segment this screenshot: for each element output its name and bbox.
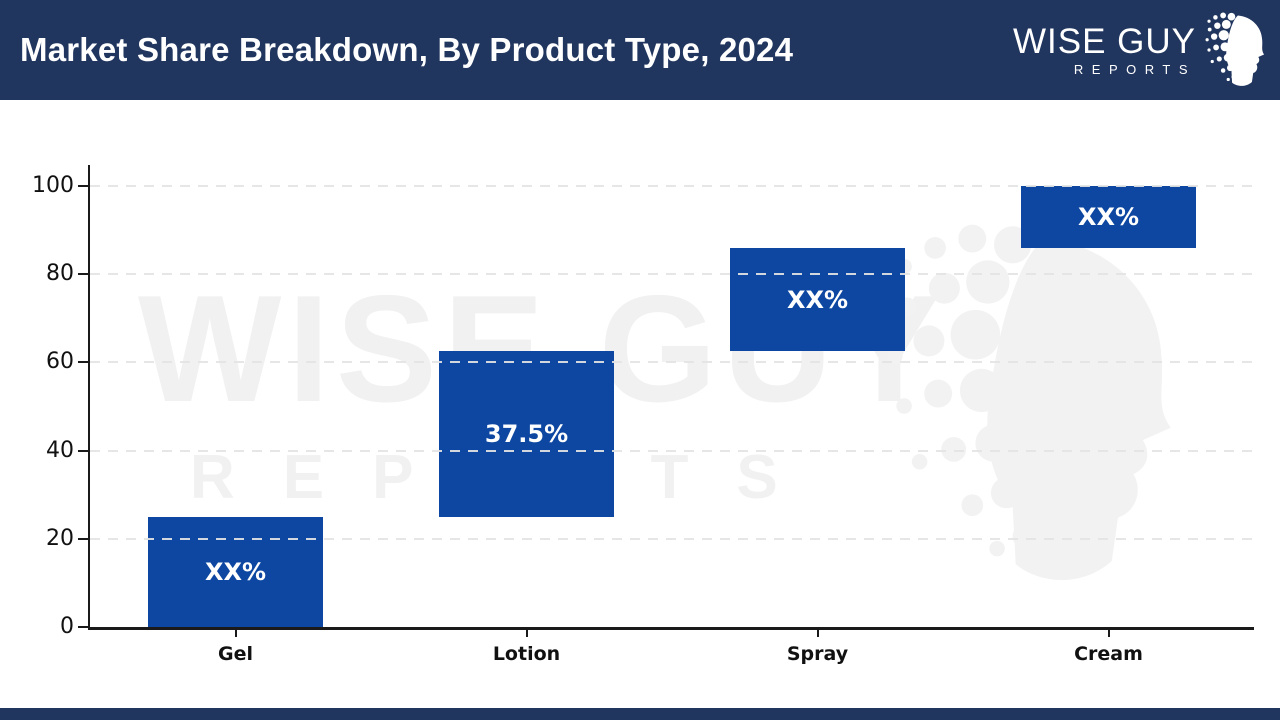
y-tick-label: 60	[46, 349, 74, 375]
header-bar: Market Share Breakdown, By Product Type,…	[0, 0, 1280, 100]
watermark-dotted-head-icon	[887, 224, 1171, 581]
bar-value-label: XX%	[1077, 203, 1140, 232]
y-tick-mark	[78, 185, 88, 188]
y-tick-label: 20	[46, 525, 74, 551]
x-tick-mark	[1107, 630, 1110, 637]
y-tick-label: 80	[46, 261, 74, 287]
logo-wordmark-line1: WISE GUY	[1012, 22, 1196, 61]
y-tick-mark	[78, 626, 88, 628]
plot-inner: 0 20 40 60 80 100 XX% Gel 37.5% Lotion XX% Spray XX%…	[32, 165, 1254, 665]
page-title: Market Share Breakdown, By Product Type,…	[20, 31, 794, 68]
bar-lotion	[438, 351, 615, 517]
y-gridline	[90, 449, 1254, 452]
x-category-label: Gel	[218, 643, 253, 665]
y-tick-mark	[78, 361, 88, 364]
bar-value-label: 37.5%	[484, 420, 569, 449]
logo-wordmark: WISE GUY REPORTS	[1013, 24, 1196, 76]
x-tick-mark	[525, 630, 528, 637]
x-category-label: Cream	[1074, 643, 1143, 665]
y-gridline	[90, 537, 1254, 540]
x-category-label: Spray	[786, 643, 849, 665]
brand-logo: WISE GUY REPORTS	[1013, 0, 1266, 100]
footer-bar	[0, 708, 1280, 720]
y-gridline	[90, 361, 1254, 364]
plot-area: WISE GUY REPORTS 020406080100XX%Gel37.5%…	[32, 165, 1254, 665]
bar-spray	[729, 247, 906, 352]
logo-wordmark-line2: REPORTS	[1073, 62, 1196, 77]
y-gridline	[90, 185, 1254, 188]
y-tick-label: 100	[32, 173, 74, 199]
x-tick-mark	[234, 630, 237, 637]
bar-value-label: XX%	[204, 557, 267, 586]
bar-cream	[1020, 186, 1197, 248]
dotted-head-icon	[1205, 12, 1265, 86]
y-tick-label: 0	[60, 614, 74, 639]
y-tick-mark	[78, 537, 88, 540]
y-tick-mark	[78, 449, 88, 452]
x-tick-mark	[816, 630, 819, 637]
y-tick-mark	[78, 273, 88, 276]
bar-value-label: XX%	[786, 285, 849, 314]
bar-gel	[147, 516, 324, 627]
x-category-label: Lotion	[492, 643, 561, 665]
y-gridline	[90, 273, 1254, 276]
y-tick-label: 40	[46, 437, 74, 463]
